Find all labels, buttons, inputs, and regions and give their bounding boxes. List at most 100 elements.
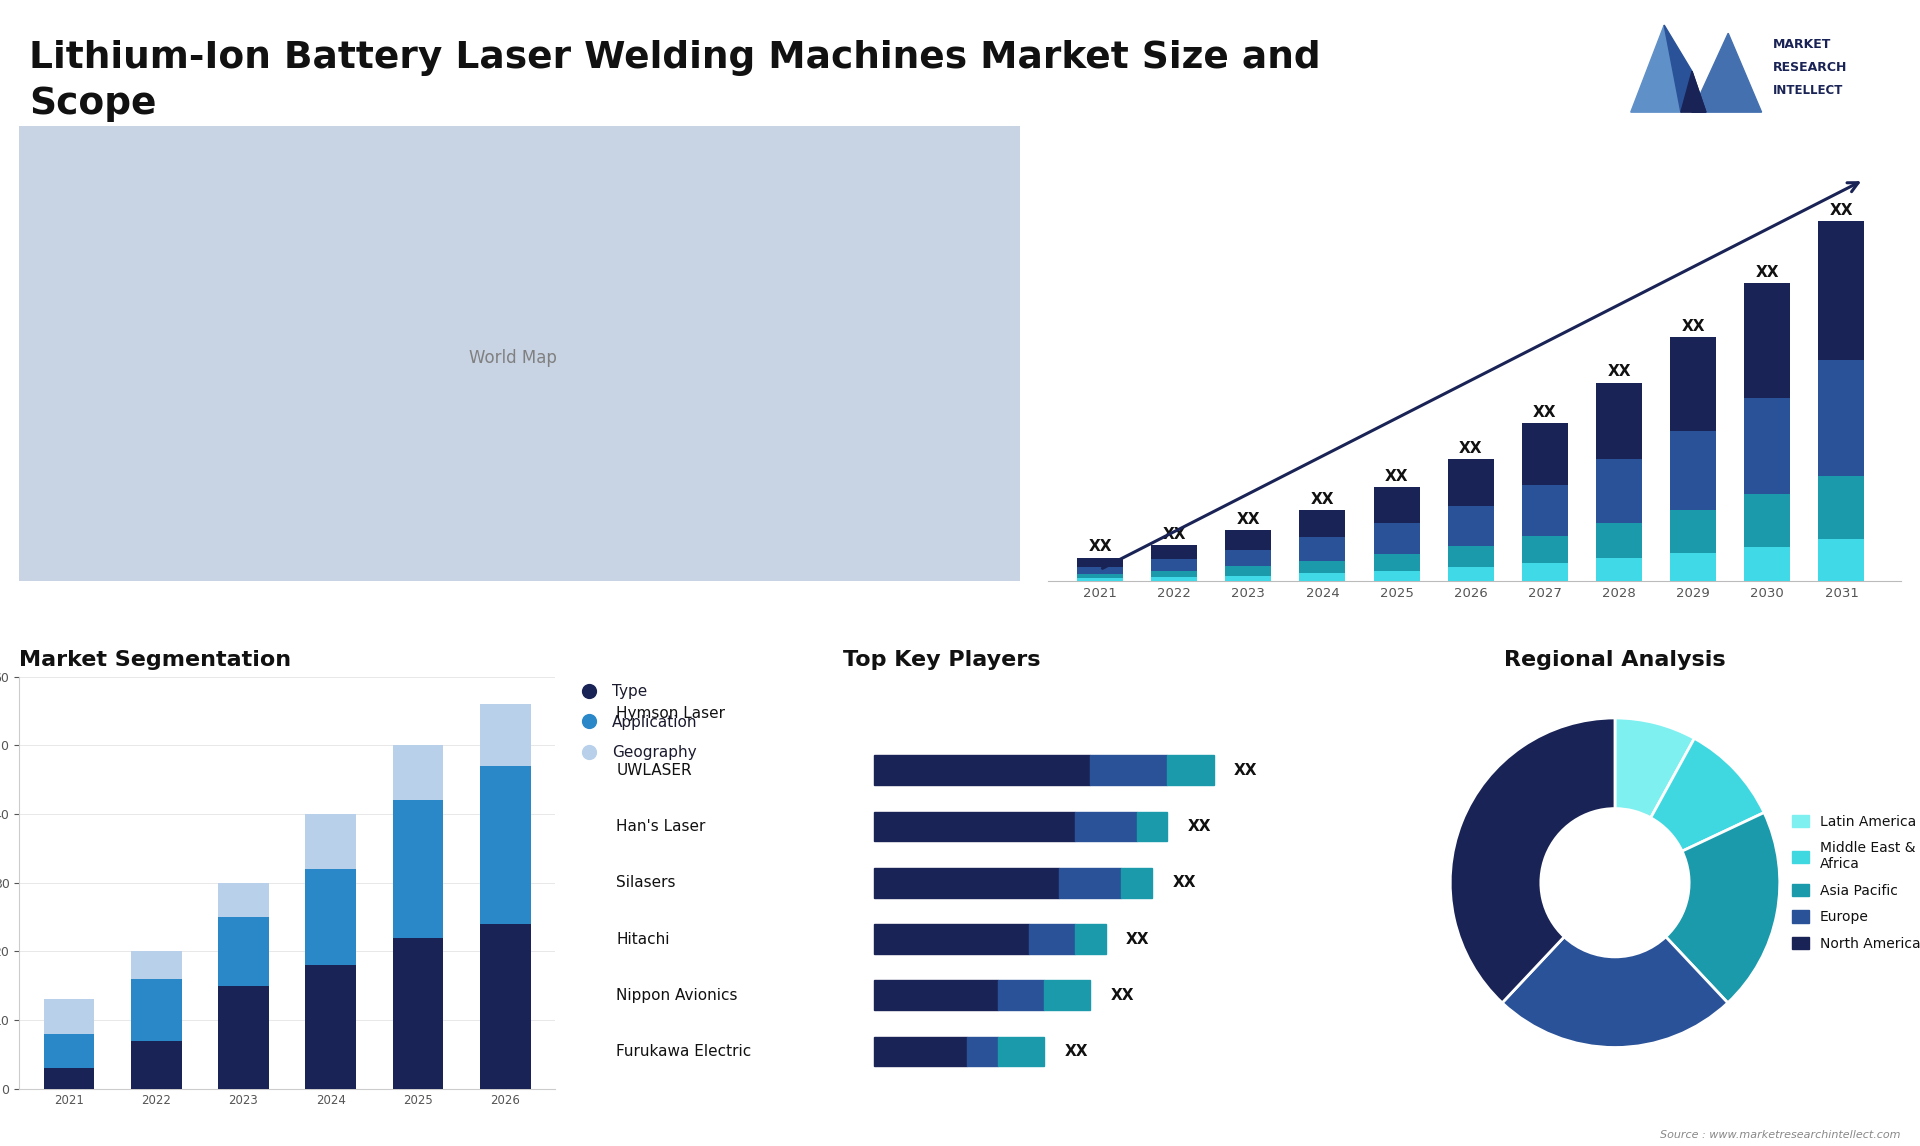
Bar	[1523, 423, 1569, 485]
FancyBboxPatch shape	[874, 1037, 968, 1067]
Bar	[1152, 559, 1196, 571]
Text: XX: XX	[1755, 265, 1780, 280]
Bar	[219, 882, 269, 917]
Bar	[1596, 458, 1642, 524]
Bar	[131, 1041, 182, 1089]
Text: UWLASER: UWLASER	[616, 762, 691, 778]
Text: Lithium-Ion Battery Laser Welding Machines Market Size and
Scope: Lithium-Ion Battery Laser Welding Machin…	[29, 40, 1321, 121]
FancyBboxPatch shape	[874, 811, 1075, 841]
Bar	[1225, 550, 1271, 566]
Bar	[1448, 545, 1494, 567]
Bar	[1300, 537, 1346, 560]
Bar	[44, 999, 94, 1034]
Bar	[1300, 560, 1346, 573]
Polygon shape	[1680, 71, 1705, 112]
FancyBboxPatch shape	[1167, 755, 1213, 785]
Bar	[1077, 579, 1123, 581]
Polygon shape	[1630, 25, 1680, 112]
Bar	[1745, 547, 1789, 581]
Polygon shape	[1692, 71, 1705, 112]
Text: Hymson Laser: Hymson Laser	[616, 706, 726, 721]
Text: XX: XX	[1089, 540, 1112, 555]
Text: XX: XX	[1125, 932, 1150, 947]
Bar	[1373, 524, 1419, 554]
Text: XX: XX	[1188, 819, 1212, 834]
Bar	[1818, 360, 1864, 477]
Text: Furukawa Electric: Furukawa Electric	[616, 1044, 751, 1059]
Bar	[1596, 383, 1642, 458]
Bar	[1745, 398, 1789, 494]
Bar	[1670, 554, 1716, 581]
FancyBboxPatch shape	[874, 868, 1060, 897]
Text: XX: XX	[1236, 512, 1260, 527]
Bar	[1523, 536, 1569, 563]
Bar	[1448, 507, 1494, 545]
Wedge shape	[1651, 738, 1764, 851]
Bar	[1152, 571, 1196, 578]
Bar	[480, 705, 530, 766]
FancyBboxPatch shape	[998, 1037, 1044, 1067]
FancyBboxPatch shape	[874, 981, 998, 1010]
FancyBboxPatch shape	[1060, 868, 1121, 897]
FancyBboxPatch shape	[1075, 924, 1106, 953]
Bar	[131, 979, 182, 1041]
Bar	[219, 917, 269, 986]
Text: XX: XX	[1110, 988, 1135, 1003]
FancyBboxPatch shape	[968, 1037, 998, 1067]
Bar	[44, 1034, 94, 1068]
Bar	[1670, 337, 1716, 431]
Polygon shape	[1692, 33, 1763, 112]
Bar	[131, 951, 182, 979]
Bar	[1818, 477, 1864, 539]
Bar	[1373, 554, 1419, 571]
FancyBboxPatch shape	[998, 981, 1044, 1010]
Wedge shape	[1501, 936, 1728, 1047]
Text: XX: XX	[1534, 405, 1557, 419]
Title: Regional Analysis: Regional Analysis	[1503, 650, 1726, 669]
Bar	[480, 924, 530, 1089]
Bar	[44, 1068, 94, 1089]
Bar	[1077, 567, 1123, 574]
Bar	[1745, 494, 1789, 547]
Text: Nippon Avionics: Nippon Avionics	[616, 988, 737, 1003]
Text: XX: XX	[1064, 1044, 1089, 1059]
FancyBboxPatch shape	[1091, 755, 1167, 785]
Bar	[394, 937, 444, 1089]
Bar	[1225, 566, 1271, 575]
FancyBboxPatch shape	[1137, 811, 1167, 841]
Text: RESEARCH: RESEARCH	[1772, 61, 1847, 73]
FancyBboxPatch shape	[874, 924, 1029, 953]
Bar	[1818, 539, 1864, 581]
Text: Source : www.marketresearchintellect.com: Source : www.marketresearchintellect.com	[1661, 1130, 1901, 1140]
Bar	[1596, 524, 1642, 558]
Bar	[1670, 431, 1716, 510]
FancyBboxPatch shape	[874, 755, 1091, 785]
Bar	[1373, 571, 1419, 581]
Title: Top Key Players: Top Key Players	[843, 650, 1041, 669]
FancyBboxPatch shape	[1075, 811, 1137, 841]
Wedge shape	[1615, 717, 1693, 818]
Bar	[1670, 510, 1716, 554]
Bar	[1523, 485, 1569, 536]
Bar	[1077, 558, 1123, 567]
Text: XX: XX	[1311, 492, 1334, 507]
Polygon shape	[1665, 25, 1692, 112]
Text: Market Segmentation: Market Segmentation	[19, 650, 292, 669]
Bar	[305, 814, 355, 869]
Text: Silasers: Silasers	[616, 876, 676, 890]
Bar	[1152, 578, 1196, 581]
Bar	[394, 745, 444, 800]
Legend: Type, Application, Geography: Type, Application, Geography	[574, 684, 697, 760]
Bar	[394, 800, 444, 937]
Bar	[305, 869, 355, 965]
Text: MARKET: MARKET	[1772, 38, 1832, 50]
Text: Hitachi: Hitachi	[616, 932, 670, 947]
Bar	[1523, 563, 1569, 581]
Text: XX: XX	[1173, 876, 1196, 890]
Wedge shape	[1450, 717, 1615, 1003]
Bar	[1818, 221, 1864, 360]
Text: World Map: World Map	[468, 350, 557, 368]
Bar	[1745, 283, 1789, 398]
Text: INTELLECT: INTELLECT	[1772, 84, 1843, 97]
FancyBboxPatch shape	[1044, 981, 1091, 1010]
